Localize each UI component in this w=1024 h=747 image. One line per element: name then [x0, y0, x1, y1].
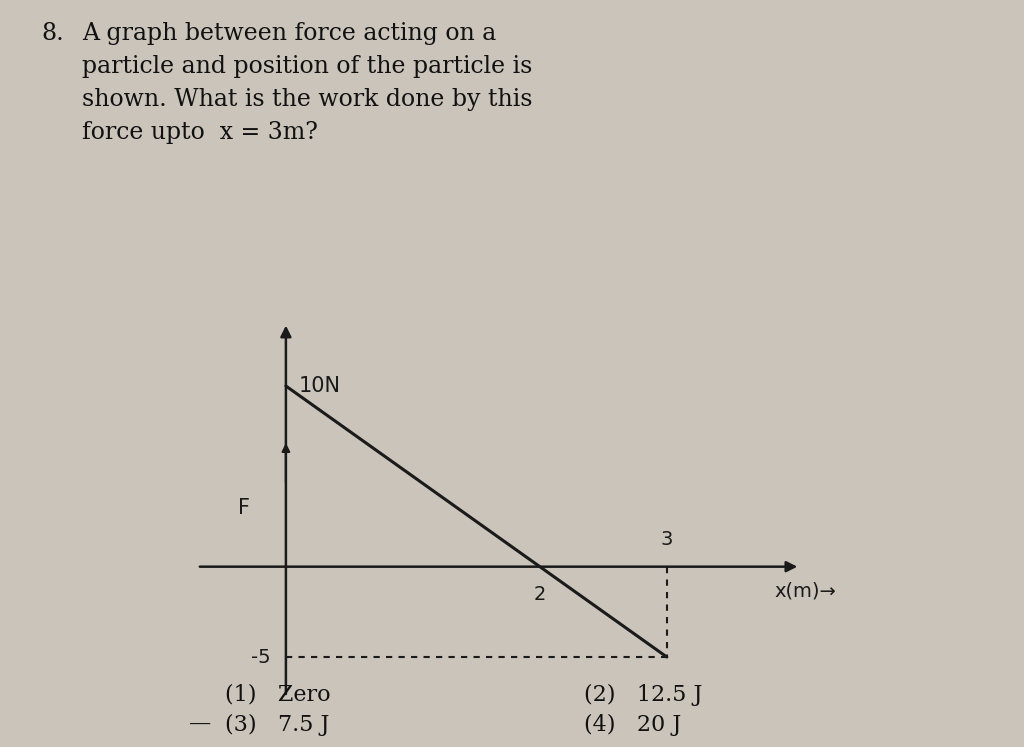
Text: (2)   12.5 J: (2) 12.5 J [584, 684, 702, 706]
Text: (1)   Zero: (1) Zero [225, 684, 331, 706]
Text: -5: -5 [251, 648, 270, 666]
Text: x(m)→: x(m)→ [775, 581, 837, 600]
Text: F: F [239, 498, 250, 518]
Text: 3: 3 [660, 530, 673, 548]
Text: 10N: 10N [299, 376, 341, 396]
Text: 8.: 8. [41, 22, 63, 46]
Text: 2: 2 [534, 585, 546, 604]
Text: (4)   20 J: (4) 20 J [584, 713, 681, 736]
Text: (3)   7.5 J: (3) 7.5 J [225, 713, 330, 736]
Text: A graph between force acting on a
particle and position of the particle is
shown: A graph between force acting on a partic… [82, 22, 532, 144]
Text: —: — [189, 714, 212, 736]
